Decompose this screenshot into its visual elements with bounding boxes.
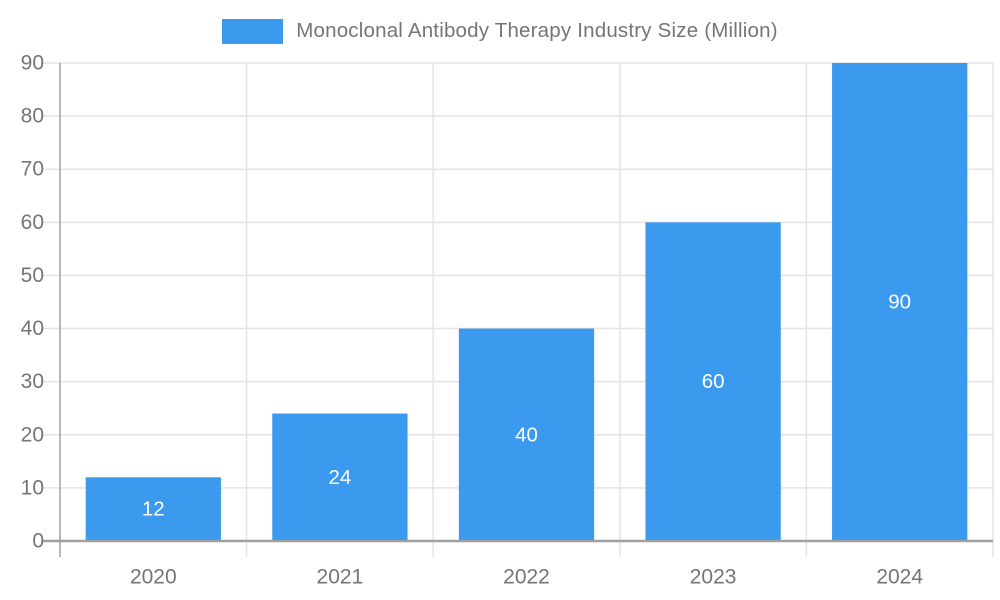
- bar[interactable]: [645, 222, 781, 542]
- bar-value-label: 90: [888, 291, 911, 314]
- y-tick-label: 0: [32, 530, 44, 553]
- y-tick-label: 40: [21, 317, 44, 340]
- y-tick-label: 20: [21, 423, 44, 446]
- x-tick-label: 2024: [876, 566, 923, 589]
- y-tick-label: 10: [21, 476, 44, 499]
- y-tick-label: 50: [21, 264, 44, 287]
- legend-label: Monoclonal Antibody Therapy Industry Siz…: [296, 19, 778, 42]
- y-tick-label: 90: [21, 52, 44, 75]
- bar[interactable]: [458, 328, 595, 541]
- bar-value-label: 40: [515, 423, 538, 446]
- bar[interactable]: [85, 477, 221, 541]
- legend-swatch: [222, 18, 284, 44]
- x-tick-label: 2022: [503, 566, 550, 589]
- chart-legend[interactable]: Monoclonal Antibody Therapy Industry Siz…: [0, 16, 1000, 46]
- y-tick-label: 60: [21, 211, 44, 234]
- bar-value-label: 12: [142, 498, 165, 521]
- x-tick-label: 2021: [317, 566, 364, 589]
- bar-value-label: 24: [328, 466, 351, 489]
- y-tick-label: 70: [21, 158, 44, 181]
- y-tick-label: 80: [21, 105, 44, 128]
- x-tick-label: 2023: [690, 566, 737, 589]
- bar[interactable]: [272, 413, 408, 541]
- x-tick-label: 2020: [130, 566, 177, 589]
- bar-value-label: 60: [702, 370, 725, 393]
- bar[interactable]: [832, 63, 968, 541]
- y-tick-label: 30: [21, 370, 44, 393]
